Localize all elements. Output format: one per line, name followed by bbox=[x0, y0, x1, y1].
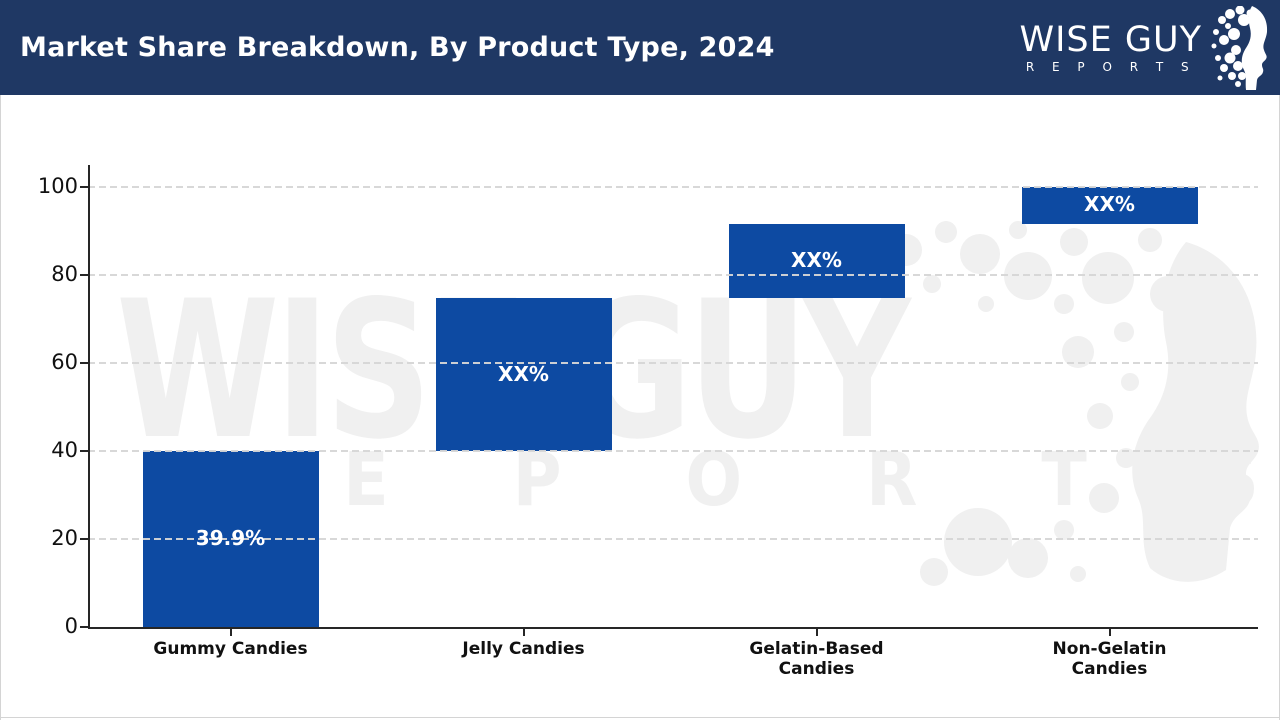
bar-segment bbox=[435, 297, 612, 452]
x-category-label: Gummy Candies bbox=[153, 639, 308, 659]
bar-value-label: 39.9% bbox=[195, 526, 266, 551]
gridline-100 bbox=[88, 186, 1258, 188]
bar-value-label: XX% bbox=[498, 361, 549, 386]
x-category-label: Jelly Candies bbox=[462, 639, 585, 659]
x-category-label: Non-Gelatin Candies bbox=[1052, 639, 1167, 679]
logo-subtitle: R E P O R T S bbox=[1025, 59, 1196, 74]
gridline-60 bbox=[88, 362, 1258, 364]
wiseguy-logo: WISE GUY R E P O R T S bbox=[1019, 5, 1280, 90]
y-tick-40 bbox=[80, 450, 88, 452]
x-axis-line bbox=[88, 627, 1258, 629]
x-tick bbox=[522, 629, 525, 636]
x-category-label: Gelatin-Based Candies bbox=[749, 639, 884, 679]
gridline-40 bbox=[88, 450, 1258, 452]
x-tick bbox=[229, 629, 232, 636]
y-tick-80 bbox=[80, 274, 88, 276]
wiseguy-logo-text: WISE GUY R E P O R T S bbox=[1019, 22, 1202, 74]
gridline-80 bbox=[88, 274, 1258, 276]
bar-value-label: XX% bbox=[791, 247, 842, 272]
y-tick-label-80: 80 bbox=[51, 262, 78, 286]
page-title: Market Share Breakdown, By Product Type,… bbox=[20, 32, 775, 63]
y-tick-label-20: 20 bbox=[51, 526, 78, 550]
x-tick bbox=[815, 629, 818, 636]
x-tick bbox=[1108, 629, 1111, 636]
watermark-face-icon bbox=[890, 221, 1259, 586]
logo-wordmark: WISE GUY bbox=[1019, 19, 1202, 60]
header-band: Market Share Breakdown, By Product Type,… bbox=[0, 0, 1280, 95]
y-axis-line bbox=[88, 165, 90, 629]
y-tick-20 bbox=[80, 538, 88, 540]
bar-segment bbox=[1021, 187, 1198, 224]
watermark-text-reports: R E P O R T S bbox=[168, 437, 1280, 523]
y-tick-60 bbox=[80, 362, 88, 364]
y-tick-100 bbox=[80, 186, 88, 188]
frame-edge-bottom bbox=[0, 717, 1280, 718]
bar-segment bbox=[728, 223, 905, 298]
y-tick-label-0: 0 bbox=[64, 614, 78, 638]
frame-edge-left bbox=[0, 95, 1, 720]
y-tick-0 bbox=[80, 626, 88, 628]
y-tick-label-60: 60 bbox=[51, 350, 78, 374]
bar-value-label: XX% bbox=[1084, 192, 1135, 217]
y-tick-label-100: 100 bbox=[37, 174, 78, 198]
gridline-20 bbox=[88, 538, 1258, 540]
y-tick-label-40: 40 bbox=[51, 438, 78, 462]
wiseguy-face-icon bbox=[1211, 5, 1268, 90]
